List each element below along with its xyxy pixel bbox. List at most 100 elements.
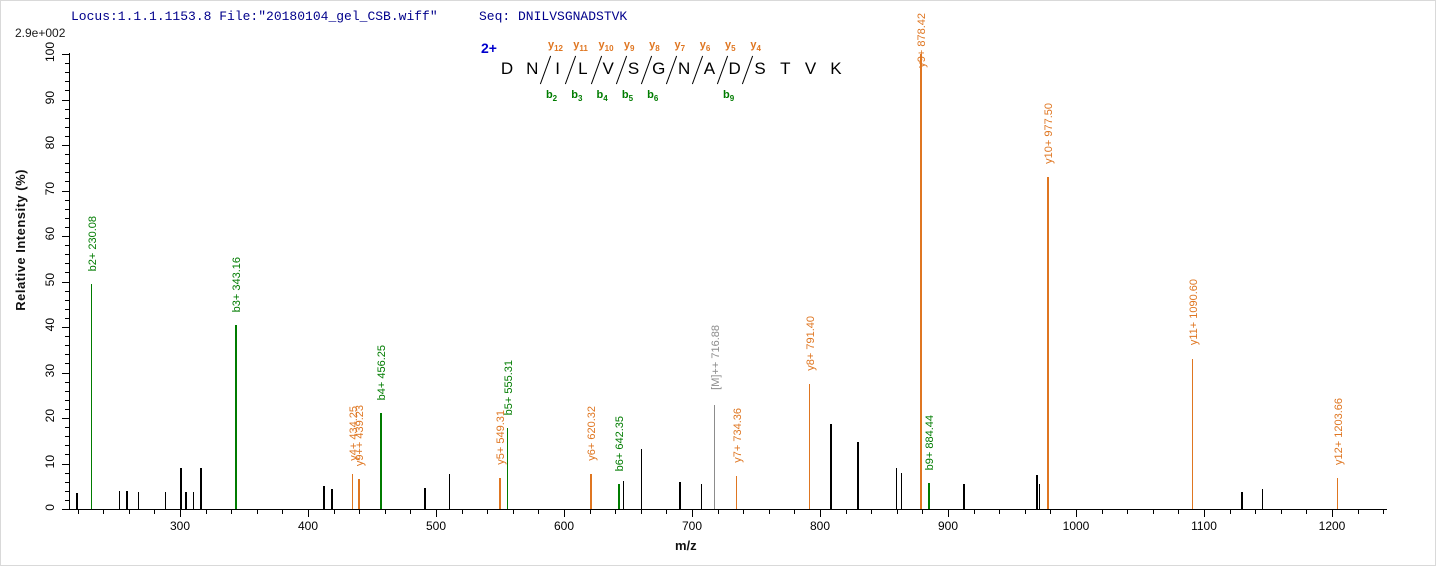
- x-minor-tick: [154, 510, 156, 514]
- x-minor-tick: [743, 510, 745, 514]
- spectrum-peak: [200, 468, 202, 509]
- x-tick-label: 1200: [1318, 519, 1346, 533]
- b-ion-tag: b9: [723, 89, 735, 104]
- y-minor-tick: [65, 299, 69, 301]
- y-minor-tick: [65, 363, 69, 365]
- x-minor-tick: [1255, 510, 1257, 514]
- x-minor-tick: [282, 510, 284, 514]
- x-minor-tick: [231, 510, 233, 514]
- x-minor-tick: [1050, 510, 1052, 514]
- y-minor-tick: [65, 472, 69, 474]
- y-major-tick: [62, 372, 69, 374]
- x-minor-tick: [1357, 510, 1359, 514]
- spectrum-peak: [351, 473, 354, 509]
- spectrum-peak: [164, 492, 167, 509]
- y-minor-tick: [65, 345, 69, 347]
- spectrum-peak: [1191, 358, 1194, 509]
- x-minor-tick: [922, 510, 924, 514]
- y-major-tick: [62, 281, 69, 283]
- x-tick-label: 1000: [1062, 519, 1090, 533]
- x-major-tick: [1204, 510, 1205, 517]
- y-ion-tag: y8: [649, 39, 660, 54]
- x-minor-tick: [410, 510, 412, 514]
- y-minor-tick: [65, 81, 69, 83]
- spectrum-peak: [331, 488, 333, 509]
- spectrum-peak: [1047, 176, 1049, 509]
- x-minor-tick: [640, 510, 642, 514]
- y-minor-tick: [65, 317, 69, 319]
- y-ion-tag: y5: [725, 39, 736, 54]
- x-minor-tick: [256, 510, 258, 514]
- spectrum-peak: [618, 483, 620, 509]
- x-minor-tick: [1306, 510, 1308, 514]
- x-minor-tick: [205, 510, 207, 514]
- peptide-residue: V: [804, 59, 817, 78]
- spectrum-peak: [735, 475, 738, 509]
- peptide-residue: T: [780, 59, 791, 78]
- y-minor-tick: [65, 72, 69, 74]
- x-tick-label: 300: [169, 519, 191, 533]
- spectrum-peak: [1038, 483, 1041, 509]
- y-major-tick: [62, 99, 69, 101]
- y-minor-tick: [65, 354, 69, 356]
- y-minor-tick: [65, 208, 69, 210]
- spectrum-peak: [137, 492, 140, 509]
- b-ion-tag: b4: [596, 89, 608, 104]
- x-minor-tick: [1101, 510, 1103, 514]
- spectrum-peak: [448, 473, 451, 509]
- x-major-tick: [1076, 510, 1077, 517]
- y-minor-tick: [65, 163, 69, 165]
- sequence-header: Seq: DNILVSGNADSTVK: [479, 9, 628, 24]
- peptide-residue: D: [500, 59, 514, 78]
- y-major-tick: [62, 509, 69, 510]
- x-axis-line: [69, 509, 1388, 510]
- y-minor-tick: [65, 290, 69, 292]
- y-minor-tick: [65, 427, 69, 429]
- y-major-tick: [62, 236, 69, 237]
- x-minor-tick: [768, 510, 770, 514]
- x-minor-tick: [359, 510, 361, 514]
- spectrum-peak: [857, 441, 859, 509]
- spectrum-peak: [323, 486, 325, 509]
- x-minor-tick: [333, 510, 335, 514]
- x-minor-tick: [1152, 510, 1154, 514]
- x-minor-tick: [845, 510, 847, 514]
- y-major-tick: [62, 54, 69, 55]
- y-major-tick: [62, 190, 69, 192]
- y-minor-tick: [65, 181, 69, 183]
- spectrum-peak: [679, 481, 681, 509]
- x-minor-tick: [871, 510, 873, 514]
- x-major-tick: [436, 510, 437, 517]
- spectrum-peak: [76, 493, 78, 509]
- y-minor-tick: [65, 63, 69, 65]
- x-tick-label: 500: [425, 519, 447, 533]
- spectrum-peak: [640, 448, 643, 509]
- x-minor-tick: [717, 510, 719, 514]
- peptide-residue: N: [677, 59, 691, 78]
- precursor-charge-label: 2+: [481, 40, 497, 56]
- y-major-tick: [62, 418, 69, 419]
- y-ion-tag: y9: [623, 39, 635, 54]
- spectrum-peak: [713, 405, 716, 509]
- spectrum-peak: [499, 478, 501, 509]
- spectrum-peak: [506, 428, 509, 509]
- y-ion-tag: y4: [750, 39, 761, 54]
- y-minor-tick: [65, 445, 69, 447]
- y-minor-tick: [65, 245, 69, 247]
- y-minor-tick: [65, 381, 69, 383]
- x-minor-tick: [538, 510, 540, 514]
- y-minor-tick: [65, 308, 69, 310]
- spectrum-peak: [1036, 475, 1038, 509]
- y-ion-tag: y7: [674, 39, 686, 54]
- peptide-residue: G: [652, 59, 666, 78]
- x-minor-tick: [1127, 510, 1129, 514]
- x-minor-tick: [1383, 510, 1385, 514]
- y-minor-tick: [65, 263, 69, 265]
- x-minor-tick: [103, 510, 105, 514]
- y-minor-tick: [65, 217, 69, 219]
- y-minor-tick: [65, 454, 69, 456]
- x-minor-tick: [1229, 510, 1231, 514]
- x-minor-tick: [794, 510, 796, 514]
- x-minor-tick: [461, 510, 463, 514]
